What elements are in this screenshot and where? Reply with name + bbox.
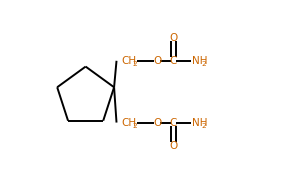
Text: O: O	[153, 56, 161, 66]
Text: NH: NH	[192, 56, 207, 66]
Text: O: O	[169, 141, 177, 151]
Text: 2: 2	[133, 61, 137, 67]
Text: 2: 2	[201, 61, 206, 67]
Text: O: O	[153, 118, 161, 128]
Text: CH: CH	[121, 118, 136, 128]
Text: C: C	[170, 56, 177, 66]
Text: C: C	[170, 118, 177, 128]
Text: 2: 2	[133, 123, 137, 129]
Text: 2: 2	[201, 123, 206, 129]
Text: O: O	[169, 33, 177, 43]
Text: CH: CH	[121, 56, 136, 66]
Text: NH: NH	[192, 118, 207, 128]
